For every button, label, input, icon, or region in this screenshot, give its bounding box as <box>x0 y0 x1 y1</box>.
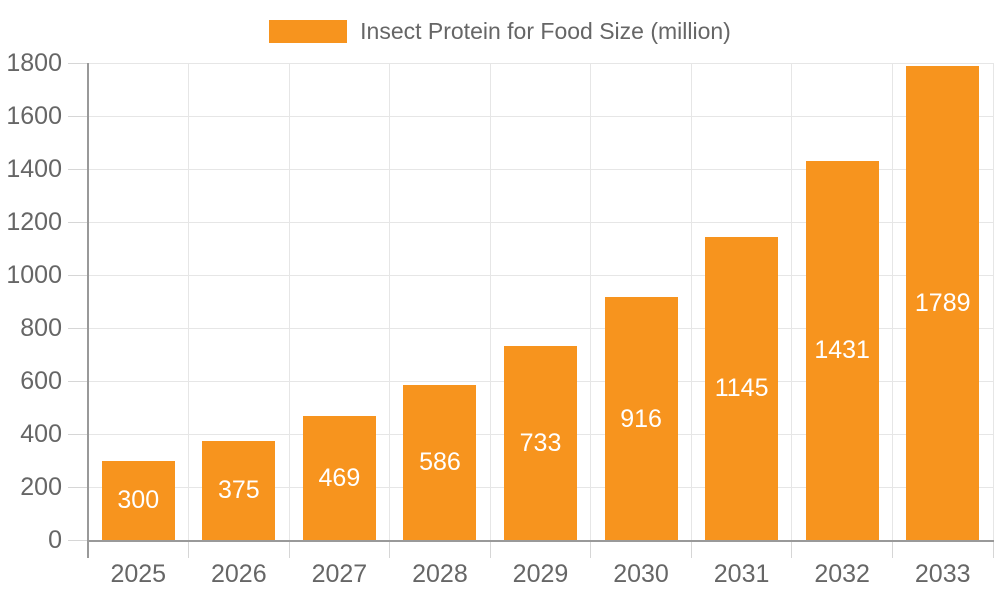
y-axis-label: 600 <box>20 367 62 395</box>
x-axis-label: 2027 <box>311 560 368 588</box>
gridline-vertical <box>590 63 592 540</box>
bar-value-label: 300 <box>117 486 160 515</box>
bar-2029[interactable]: 733 <box>504 345 577 540</box>
gridline-horizontal <box>88 221 993 223</box>
y-axis-label: 1600 <box>6 102 62 130</box>
gridline-horizontal <box>88 274 993 276</box>
gridline-vertical <box>891 63 893 540</box>
gridline-vertical <box>690 63 692 540</box>
x-axis-tick <box>690 542 692 558</box>
bar-2032[interactable]: 1431 <box>805 160 879 540</box>
gridline-horizontal <box>88 115 993 117</box>
bar-value-label: 1431 <box>814 336 870 365</box>
y-axis-tick <box>68 486 88 488</box>
bar-value-label: 375 <box>217 476 260 505</box>
gridline-vertical <box>992 63 994 540</box>
x-axis-label: 2030 <box>613 560 669 588</box>
x-axis-tick <box>791 542 793 558</box>
gridline-vertical <box>791 63 793 540</box>
bar-2027[interactable]: 469 <box>302 415 376 540</box>
bar-2025[interactable]: 300 <box>101 460 175 540</box>
y-axis-tick <box>68 62 88 64</box>
x-axis-tick <box>992 542 994 558</box>
bar-value-label: 733 <box>519 428 562 457</box>
y-axis-label: 800 <box>20 314 62 342</box>
gridline-vertical <box>188 63 190 540</box>
x-axis-label: 2029 <box>512 560 569 588</box>
bar-value-label: 1145 <box>714 374 769 403</box>
bar-value-label: 1789 <box>914 288 971 317</box>
gridline-vertical <box>288 63 290 540</box>
x-axis-tick <box>288 542 290 558</box>
x-axis-label: 2028 <box>412 560 468 588</box>
y-axis-tick <box>68 115 88 117</box>
bar-value-label: 586 <box>419 448 461 477</box>
y-axis-label: 1200 <box>6 208 62 236</box>
gridline-vertical <box>389 63 391 540</box>
y-axis-tick <box>68 539 88 541</box>
x-axis-line <box>88 540 994 542</box>
y-axis-label: 1000 <box>6 261 62 289</box>
y-axis-tick <box>68 221 88 223</box>
y-axis-label: 1400 <box>6 155 62 183</box>
bar-value-label: 916 <box>620 404 662 433</box>
x-axis-label: 2026 <box>211 560 267 588</box>
gridline-vertical <box>489 63 491 540</box>
gridline-horizontal <box>88 327 993 329</box>
x-axis-label: 2031 <box>713 560 770 588</box>
x-axis-tick <box>891 542 893 558</box>
y-axis-tick <box>68 327 88 329</box>
x-axis-tick <box>389 542 391 558</box>
x-axis-tick <box>590 542 592 558</box>
y-axis-label: 1800 <box>6 49 62 77</box>
x-axis-label: 2032 <box>814 560 870 588</box>
y-axis-tick <box>68 433 88 435</box>
bar-2033[interactable]: 1789 <box>906 65 980 540</box>
y-axis-tick <box>68 274 88 276</box>
y-axis-label: 400 <box>20 420 62 448</box>
y-axis-tick <box>68 168 88 170</box>
x-axis-tick <box>489 542 491 558</box>
y-axis-tick <box>68 380 88 382</box>
x-axis-label: 2033 <box>914 560 971 588</box>
gridline-horizontal <box>88 62 993 64</box>
y-axis-label: 0 <box>48 526 62 554</box>
bar-2028[interactable]: 586 <box>403 384 477 540</box>
legend-label: Insect Protein for Food Size (million) <box>360 18 731 44</box>
x-axis-label: 2025 <box>110 560 167 588</box>
bar-2031[interactable]: 1145 <box>705 236 779 540</box>
y-axis-label: 200 <box>20 473 62 501</box>
bar-2026[interactable]: 375 <box>202 440 276 540</box>
bar-value-label: 469 <box>318 463 361 492</box>
gridline-horizontal <box>88 168 993 170</box>
legend-item[interactable]: Insect Protein for Food Size (million) <box>0 18 1000 45</box>
x-axis-tick <box>188 542 190 558</box>
y-axis-line <box>87 63 89 558</box>
legend-swatch-icon <box>269 20 348 43</box>
bar-2030[interactable]: 916 <box>604 297 678 540</box>
